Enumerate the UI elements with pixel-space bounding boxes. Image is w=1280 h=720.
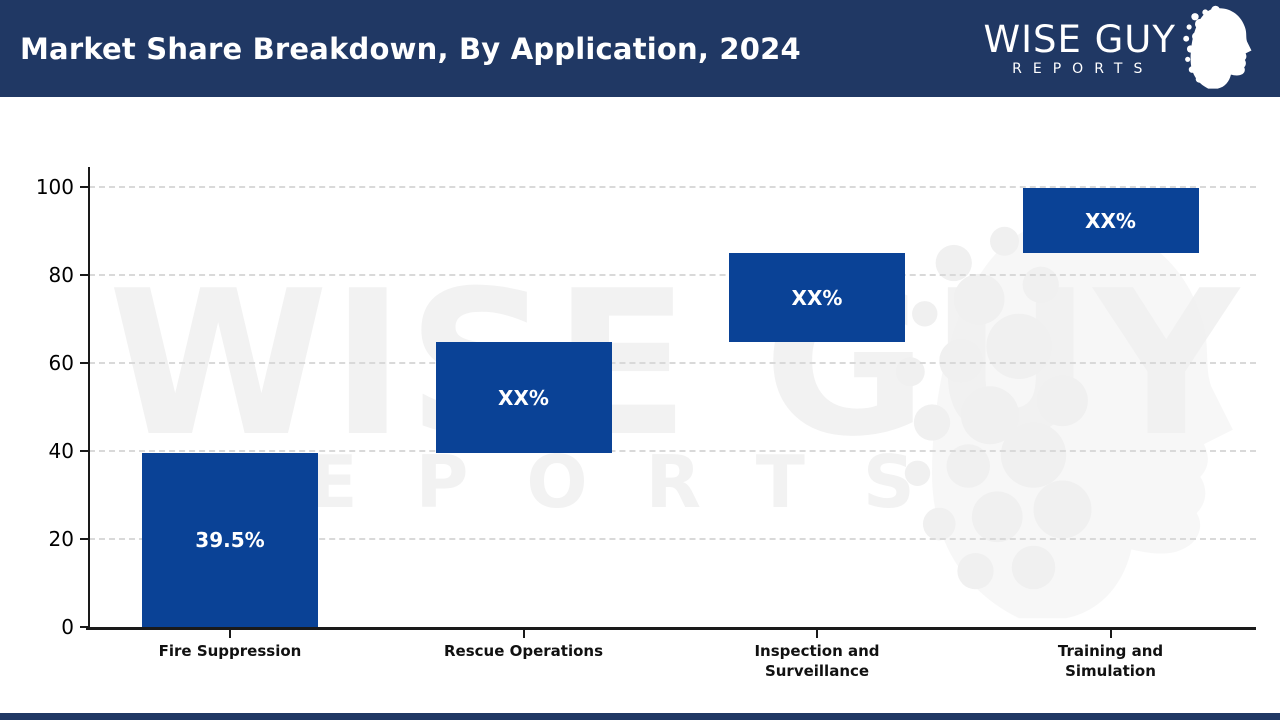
y-tick-mark: [80, 538, 88, 540]
x-tick-mark: [522, 630, 525, 638]
bar-value-label: XX%: [498, 385, 549, 410]
page-title: Market Share Breakdown, By Application, …: [20, 31, 801, 66]
bar-value-label: XX%: [1085, 208, 1136, 233]
y-tick-label: 40: [48, 439, 74, 463]
brand-subname: REPORTS: [1012, 60, 1154, 77]
x-tick-mark: [229, 630, 231, 638]
bar-2: XX%: [435, 341, 612, 454]
bar-value-label: 39.5%: [195, 528, 265, 553]
category-label: Rescue Operations: [443, 642, 604, 660]
category-label: Fire Suppression: [158, 642, 302, 660]
bar-value-label: XX%: [791, 285, 843, 310]
bar-4: XX%: [1022, 187, 1199, 254]
bar-3: XX%: [729, 253, 905, 342]
y-tick-label: 60: [48, 351, 74, 375]
x-tick-mark: [816, 630, 818, 638]
y-tick-mark: [80, 186, 88, 188]
y-tick-label: 20: [48, 527, 74, 551]
gridline-60: [89, 362, 1256, 364]
gridline-40: [89, 450, 1256, 452]
y-tick-label: 80: [48, 263, 74, 287]
gridline-100: [89, 186, 1256, 188]
x-tick-mark: [1109, 630, 1112, 638]
header-bar: Market Share Breakdown, By Application, …: [0, 0, 1280, 97]
y-tick-mark: [80, 450, 88, 452]
category-label: Training and Simulation: [1057, 642, 1164, 680]
brand-logo: WISE GUY REPORTS: [984, 5, 1256, 93]
y-tick-label: 100: [35, 175, 74, 199]
brand-logo-text: WISE GUY REPORTS: [983, 17, 1176, 77]
y-tick-mark: [80, 626, 88, 628]
gridline-80: [89, 274, 1256, 276]
bar-1: 39.5%: [142, 453, 318, 627]
y-tick-mark: [80, 362, 88, 364]
y-tick-label: 0: [61, 615, 74, 639]
x-axis-line: [86, 627, 1256, 630]
y-tick-mark: [80, 274, 88, 276]
footer-bar: [0, 713, 1280, 720]
head-profile-icon: [1183, 5, 1252, 89]
gridline-20: [89, 538, 1256, 540]
category-label: Inspection and Surveillance: [754, 642, 880, 680]
y-axis-line: [88, 167, 90, 630]
brand-name: WISE GUY: [983, 17, 1176, 61]
